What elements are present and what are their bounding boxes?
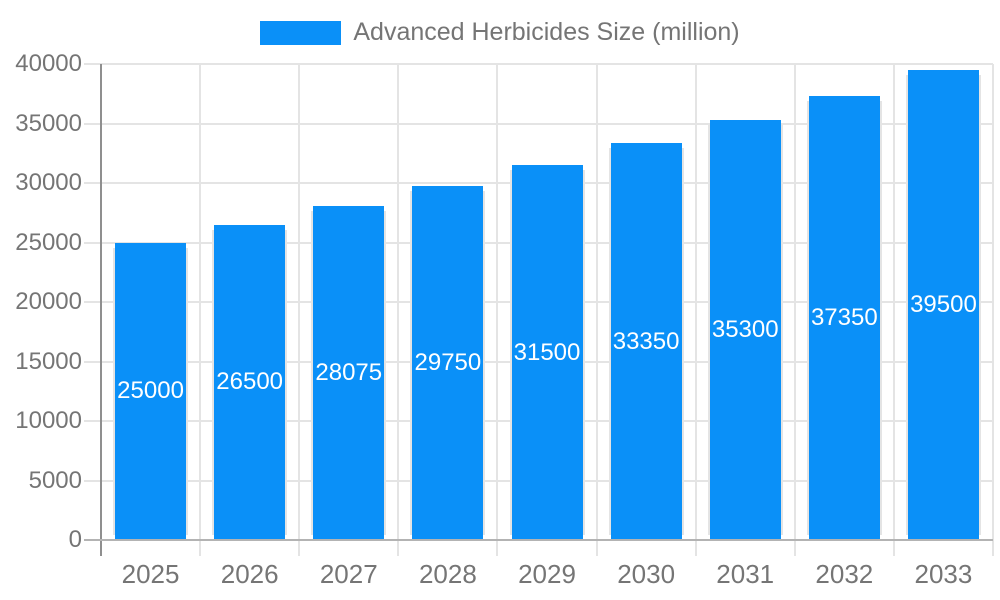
bar-value-label: 31500 <box>513 338 581 366</box>
x-axis-tick-label: 2030 <box>617 559 676 589</box>
bar-value-label: 26500 <box>216 368 284 396</box>
x-axis-tick-label: 2032 <box>815 559 874 589</box>
bar-value-label: 28075 <box>315 358 383 386</box>
x-gridline <box>595 64 598 556</box>
x-axis-baseline <box>84 539 993 541</box>
bar[interactable] <box>907 69 979 540</box>
y-gridline <box>84 63 993 65</box>
legend[interactable]: Advanced Herbicides Size (million) <box>0 18 1000 47</box>
bar-value-label: 35300 <box>711 315 779 343</box>
y-axis-tick-label: 35000 <box>15 109 82 137</box>
legend-series-label: Advanced Herbicides Size (million) <box>353 18 740 46</box>
bar[interactable] <box>214 224 286 540</box>
y-axis-tick-label: 15000 <box>15 347 82 375</box>
bar-value-label: 33350 <box>612 327 680 355</box>
x-axis-tick-label: 2033 <box>914 559 973 589</box>
bar[interactable] <box>808 95 880 540</box>
bar-value-label: 37350 <box>810 303 878 331</box>
bar[interactable] <box>412 185 484 540</box>
x-axis-tick-label: 2028 <box>418 559 477 589</box>
x-gridline <box>397 64 400 556</box>
x-gridline <box>793 64 796 556</box>
x-axis-tick-label: 2027 <box>319 559 378 589</box>
x-gridline <box>298 64 301 556</box>
y-axis-tick-label: 10000 <box>15 407 82 434</box>
x-gridline <box>199 64 202 556</box>
x-axis-tick-label: 2025 <box>121 559 180 589</box>
y-axis-line <box>100 64 102 556</box>
bar[interactable] <box>313 205 385 540</box>
bar[interactable] <box>610 143 682 540</box>
bar[interactable] <box>511 165 583 540</box>
x-axis-tick-label: 2031 <box>716 559 775 589</box>
x-gridline <box>496 64 499 556</box>
y-axis-tick-label: 20000 <box>15 288 82 315</box>
x-axis-tick-label: 2029 <box>518 559 576 589</box>
plot-area: 0 5000 10000 15000 20000 25000 30000 35000 40000… <box>15 50 994 589</box>
x-gridline <box>992 64 994 556</box>
y-axis-tick-label: 25000 <box>15 228 82 256</box>
legend-swatch-icon <box>260 20 342 45</box>
bar-value-label: 29750 <box>414 348 482 376</box>
bar-value-label: 25000 <box>117 377 184 405</box>
bar[interactable] <box>115 242 187 540</box>
bar[interactable] <box>709 119 781 540</box>
x-gridline <box>694 64 697 556</box>
bar-value-label: 39500 <box>910 290 977 318</box>
y-axis-tick-label: 40000 <box>15 50 82 77</box>
y-axis-tick-label: 0 <box>68 526 82 553</box>
x-gridline <box>892 64 895 556</box>
y-axis-tick-label: 5000 <box>28 466 82 494</box>
y-axis-tick-label: 30000 <box>15 169 82 196</box>
x-axis-tick-label: 2026 <box>220 559 279 589</box>
y-gridline <box>84 122 993 125</box>
